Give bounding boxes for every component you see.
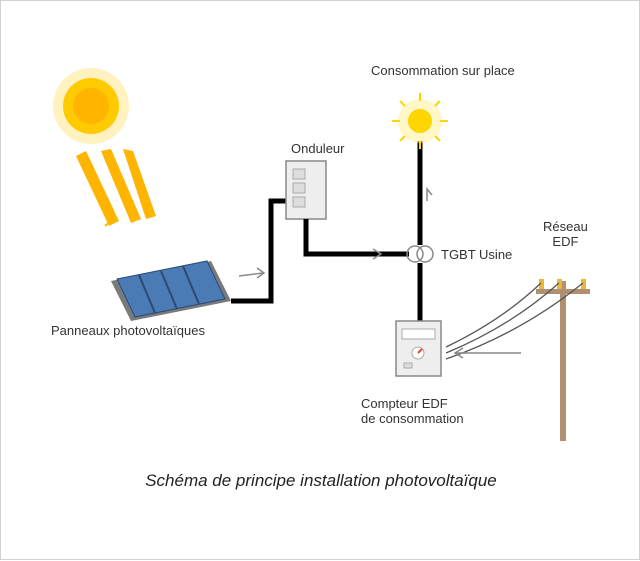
- grid-label-text: Réseau EDF: [543, 219, 588, 249]
- sun-icon: [53, 68, 129, 144]
- meter-label: Compteur EDF de consommation: [361, 381, 464, 426]
- panels-label: Panneaux photovoltaïques: [51, 323, 205, 338]
- meter-label-text: Compteur EDF de consommation: [361, 396, 464, 426]
- wire-inverter-tgbt: [306, 219, 409, 259]
- tgbt-label: TGBT Usine: [441, 247, 512, 262]
- grid-pole-icon: [446, 279, 590, 441]
- meter-icon: [396, 321, 441, 376]
- lamp-icon: [392, 93, 448, 149]
- diagram-canvas: Consommation sur place Onduleur TGBT Usi…: [0, 0, 640, 560]
- arrow-panels-inverter: [239, 268, 264, 278]
- sun-rays: [76, 149, 156, 226]
- diagram-caption: Schéma de principe installation photovol…: [91, 471, 551, 491]
- inverter-icon: [286, 161, 326, 219]
- arrow-grid-meter: [455, 348, 521, 358]
- tgbt-icon: [407, 246, 433, 262]
- inverter-label: Onduleur: [291, 141, 344, 156]
- lamp-label: Consommation sur place: [371, 63, 515, 78]
- solar-panels-icon: [111, 261, 231, 321]
- grid-label: Réseau EDF: [543, 219, 588, 249]
- wire-panels-inverter: [231, 201, 286, 301]
- wire-tgbt-lamp: [420, 141, 432, 245]
